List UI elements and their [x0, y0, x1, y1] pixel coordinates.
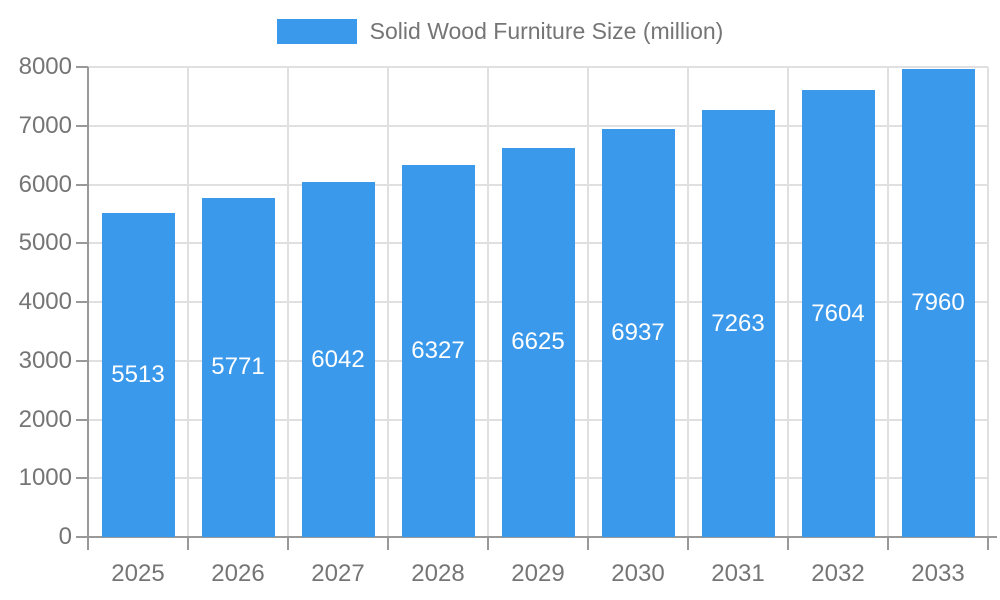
legend-item[interactable]: Solid Wood Furniture Size (million): [0, 16, 1000, 46]
legend-label: Solid Wood Furniture Size (million): [369, 18, 724, 44]
gridline-vertical: [587, 67, 589, 537]
x-axis-label: 2027: [311, 560, 365, 587]
gridline-vertical: [287, 67, 289, 537]
y-axis-label: 7000: [18, 111, 72, 139]
bar: [901, 69, 975, 537]
x-axis-tick: [187, 537, 189, 550]
y-axis-tick: [76, 477, 88, 480]
x-axis-line: [76, 536, 997, 538]
y-axis-tick: [76, 242, 88, 245]
y-axis-tick: [76, 124, 88, 127]
gridline-vertical: [487, 67, 489, 537]
x-axis-label: 2032: [811, 560, 865, 587]
y-axis-line: [87, 67, 89, 550]
gridline-vertical: [187, 67, 189, 537]
y-axis-label: 8000: [18, 53, 72, 80]
bar: [601, 129, 675, 537]
bar-value-label: 6937: [611, 319, 665, 347]
x-axis-label: 2031: [711, 560, 765, 587]
x-axis-label: 2029: [511, 560, 565, 587]
x-axis-tick: [387, 537, 389, 550]
x-axis-tick: [587, 537, 589, 550]
bar: [701, 110, 775, 537]
x-axis-label: 2028: [411, 560, 465, 587]
y-axis-label: 1000: [18, 464, 72, 492]
bar-value-label: 7604: [811, 299, 865, 327]
y-axis-tick: [76, 359, 88, 362]
x-axis-tick: [687, 537, 689, 550]
gridline-vertical: [987, 67, 989, 537]
bar: [201, 197, 275, 537]
bar-value-label: 6327: [411, 337, 465, 365]
bar: [801, 90, 875, 537]
y-axis-tick: [76, 66, 88, 68]
bar-value-label: 6042: [311, 345, 365, 373]
y-axis-label: 3000: [18, 346, 72, 374]
gridline-vertical: [787, 67, 789, 537]
gridline-vertical: [687, 67, 689, 537]
x-axis-label: 2025: [111, 560, 165, 587]
y-axis-label: 0: [58, 523, 72, 550]
gridline-vertical: [887, 67, 889, 537]
y-axis-tick: [76, 183, 88, 186]
bar-value-label: 5513: [111, 361, 165, 389]
y-axis-label: 4000: [18, 288, 72, 315]
gridline-horizontal: [88, 124, 988, 127]
bar: [101, 213, 175, 537]
y-axis-label: 2000: [18, 405, 72, 433]
bar-value-label: 7263: [711, 309, 765, 337]
x-axis-label: 2030: [611, 560, 665, 587]
x-axis-tick: [887, 537, 889, 550]
y-axis-tick: [76, 301, 88, 303]
x-axis-tick: [787, 537, 789, 550]
y-axis-label: 5000: [18, 229, 72, 257]
bar: [501, 147, 575, 537]
legend-swatch: [276, 18, 357, 44]
x-axis-tick: [287, 537, 289, 550]
y-axis-tick: [76, 418, 88, 421]
gridline-horizontal: [88, 66, 988, 68]
bar-value-label: 7960: [911, 289, 965, 317]
y-axis-label: 6000: [18, 170, 72, 198]
bar: [301, 182, 375, 537]
bar: [401, 165, 475, 537]
x-axis-tick: [987, 537, 989, 550]
x-axis-label: 2033: [911, 560, 965, 587]
bar-value-label: 5771: [211, 353, 265, 381]
x-axis-label: 2026: [211, 560, 265, 587]
bar-value-label: 6625: [511, 328, 565, 356]
x-axis-tick: [487, 537, 489, 550]
gridline-vertical: [387, 67, 389, 537]
